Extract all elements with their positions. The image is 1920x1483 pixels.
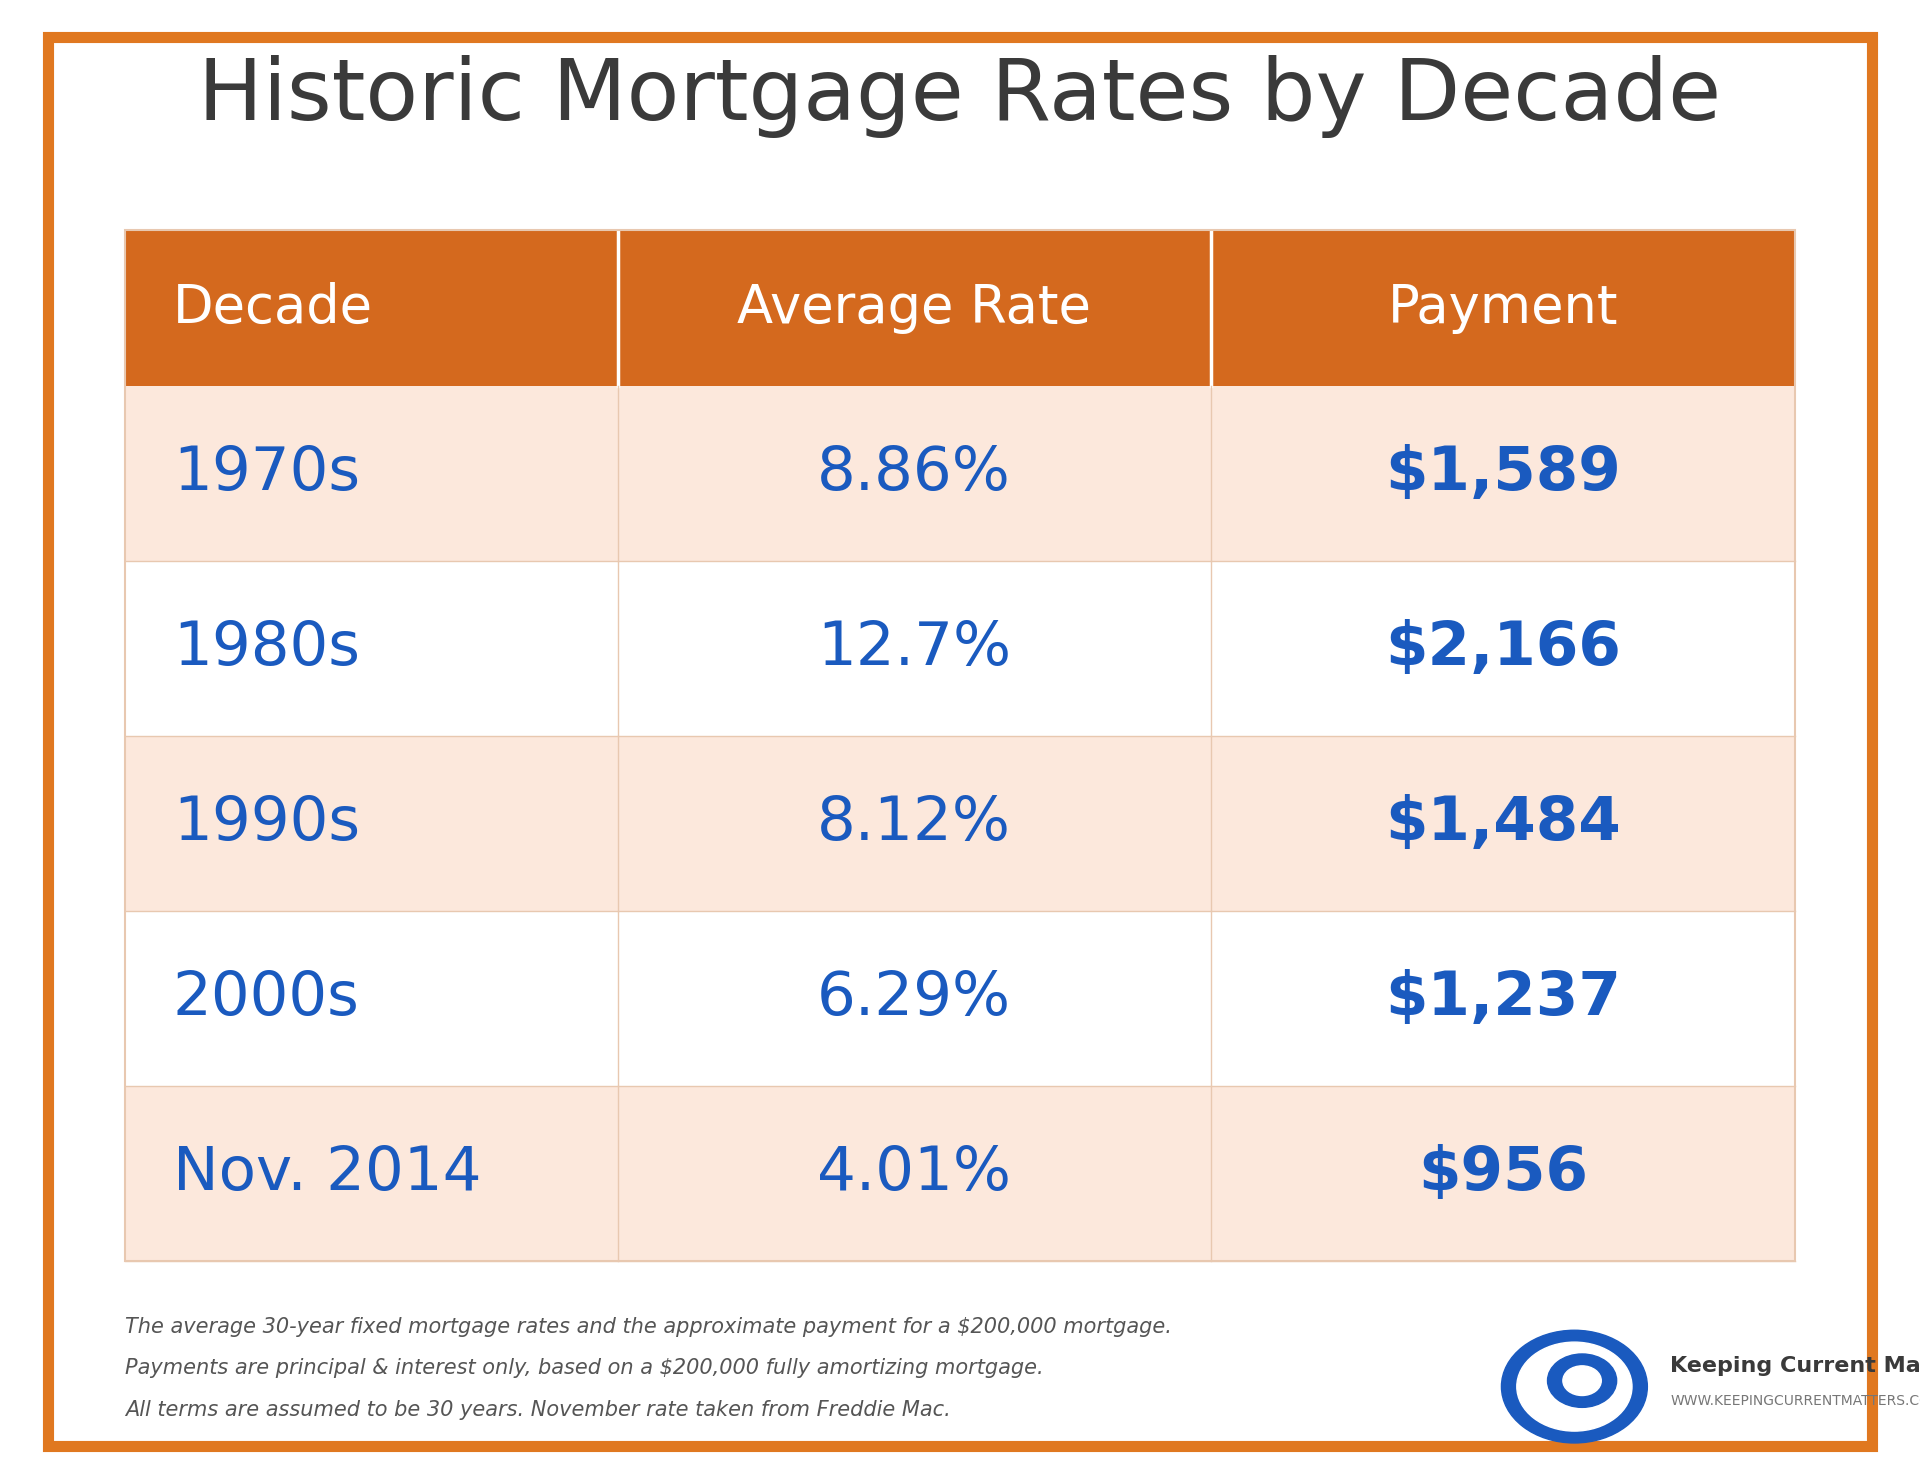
Text: 1990s: 1990s: [173, 793, 359, 853]
Bar: [125, 230, 1795, 386]
Text: 2000s: 2000s: [173, 968, 359, 1028]
Bar: [125, 1086, 1795, 1261]
Circle shape: [1517, 1342, 1632, 1431]
Text: $1,484: $1,484: [1384, 793, 1620, 853]
Text: Historic Mortgage Rates by Decade: Historic Mortgage Rates by Decade: [198, 55, 1722, 138]
Bar: [125, 386, 1795, 561]
Circle shape: [1548, 1354, 1617, 1407]
Text: Average Rate: Average Rate: [737, 282, 1091, 334]
Text: All terms are assumed to be 30 years. November rate taken from Freddie Mac.: All terms are assumed to be 30 years. No…: [125, 1400, 950, 1419]
Text: 12.7%: 12.7%: [818, 618, 1012, 678]
Text: 8.86%: 8.86%: [818, 443, 1012, 503]
Bar: [125, 911, 1795, 1086]
Text: 1980s: 1980s: [173, 618, 359, 678]
Text: Nov. 2014: Nov. 2014: [173, 1143, 482, 1203]
Circle shape: [1501, 1330, 1647, 1443]
Text: 6.29%: 6.29%: [818, 968, 1012, 1028]
Text: Keeping Current Matters: Keeping Current Matters: [1670, 1355, 1920, 1376]
Circle shape: [1563, 1366, 1601, 1396]
Text: The average 30-year fixed mortgage rates and the approximate payment for a $200,: The average 30-year fixed mortgage rates…: [125, 1317, 1171, 1336]
Bar: [125, 736, 1795, 911]
Text: WWW.KEEPINGCURRENTMATTERS.COM: WWW.KEEPINGCURRENTMATTERS.COM: [1670, 1394, 1920, 1409]
Text: $1,589: $1,589: [1384, 443, 1620, 503]
Text: $1,237: $1,237: [1384, 968, 1620, 1028]
Text: Payments are principal & interest only, based on a $200,000 fully amortizing mor: Payments are principal & interest only, …: [125, 1358, 1043, 1378]
Text: Decade: Decade: [173, 282, 372, 334]
Text: 1970s: 1970s: [173, 443, 359, 503]
Text: 4.01%: 4.01%: [818, 1143, 1012, 1203]
Text: $956: $956: [1417, 1143, 1588, 1203]
Bar: [125, 561, 1795, 736]
Text: 8.12%: 8.12%: [818, 793, 1012, 853]
Bar: [125, 230, 1795, 1261]
Text: Payment: Payment: [1388, 282, 1619, 334]
Text: $2,166: $2,166: [1384, 618, 1620, 678]
